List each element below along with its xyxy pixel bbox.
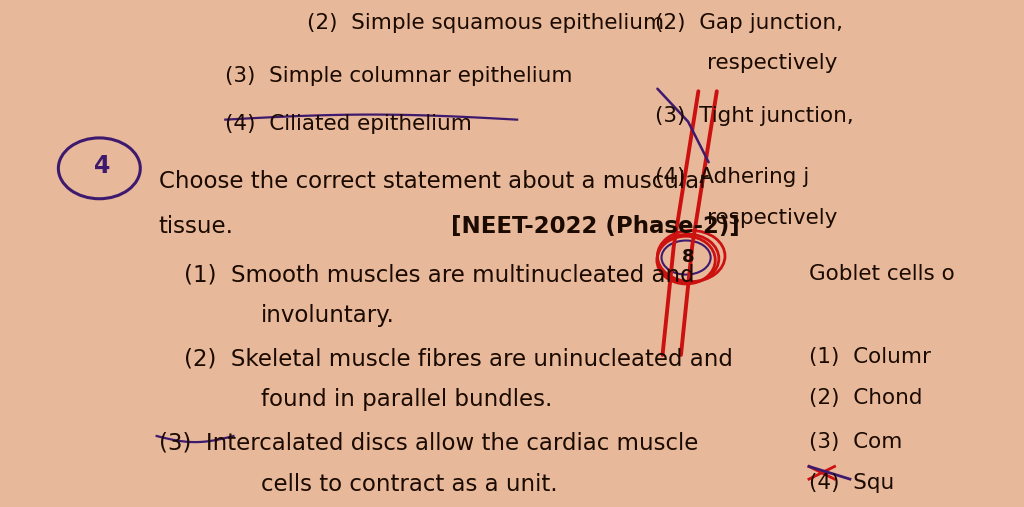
- Text: (3)  Tight junction,: (3) Tight junction,: [655, 106, 854, 126]
- Text: respectively: respectively: [707, 53, 837, 73]
- Text: (4)  Adhering j: (4) Adhering j: [655, 167, 810, 187]
- Text: Choose the correct statement about a muscular: Choose the correct statement about a mus…: [159, 170, 709, 193]
- Text: (2)  Chond: (2) Chond: [809, 388, 923, 408]
- Text: (3)  Intercalated discs allow the cardiac muscle: (3) Intercalated discs allow the cardiac…: [159, 432, 698, 455]
- Text: (2)  Simple squamous epithelium: (2) Simple squamous epithelium: [307, 13, 665, 32]
- Text: Goblet cells o: Goblet cells o: [809, 264, 954, 283]
- Text: (4)  Ciliated epithelium: (4) Ciliated epithelium: [225, 114, 472, 134]
- Text: 4: 4: [94, 154, 111, 178]
- Text: involuntary.: involuntary.: [261, 304, 395, 327]
- Text: found in parallel bundles.: found in parallel bundles.: [261, 388, 553, 411]
- Text: (3)  Com: (3) Com: [809, 432, 902, 452]
- Text: (3)  Simple columnar epithelium: (3) Simple columnar epithelium: [225, 66, 572, 86]
- Text: (1)  Columr: (1) Columr: [809, 347, 931, 367]
- Text: respectively: respectively: [707, 208, 837, 228]
- Text: cells to contract as a unit.: cells to contract as a unit.: [261, 473, 558, 495]
- Text: (2)  Gap junction,: (2) Gap junction,: [655, 13, 844, 32]
- Text: (4)  Squ: (4) Squ: [809, 473, 894, 492]
- Text: (2)  Skeletal muscle fibres are uninucleated and: (2) Skeletal muscle fibres are uninuclea…: [184, 347, 733, 370]
- Text: tissue.: tissue.: [159, 215, 233, 238]
- Text: (1)  Smooth muscles are multinucleated and: (1) Smooth muscles are multinucleated an…: [184, 264, 695, 286]
- Text: 8: 8: [682, 248, 694, 266]
- Text: [NEET-2022 (Phase-2)]: [NEET-2022 (Phase-2)]: [451, 215, 739, 238]
